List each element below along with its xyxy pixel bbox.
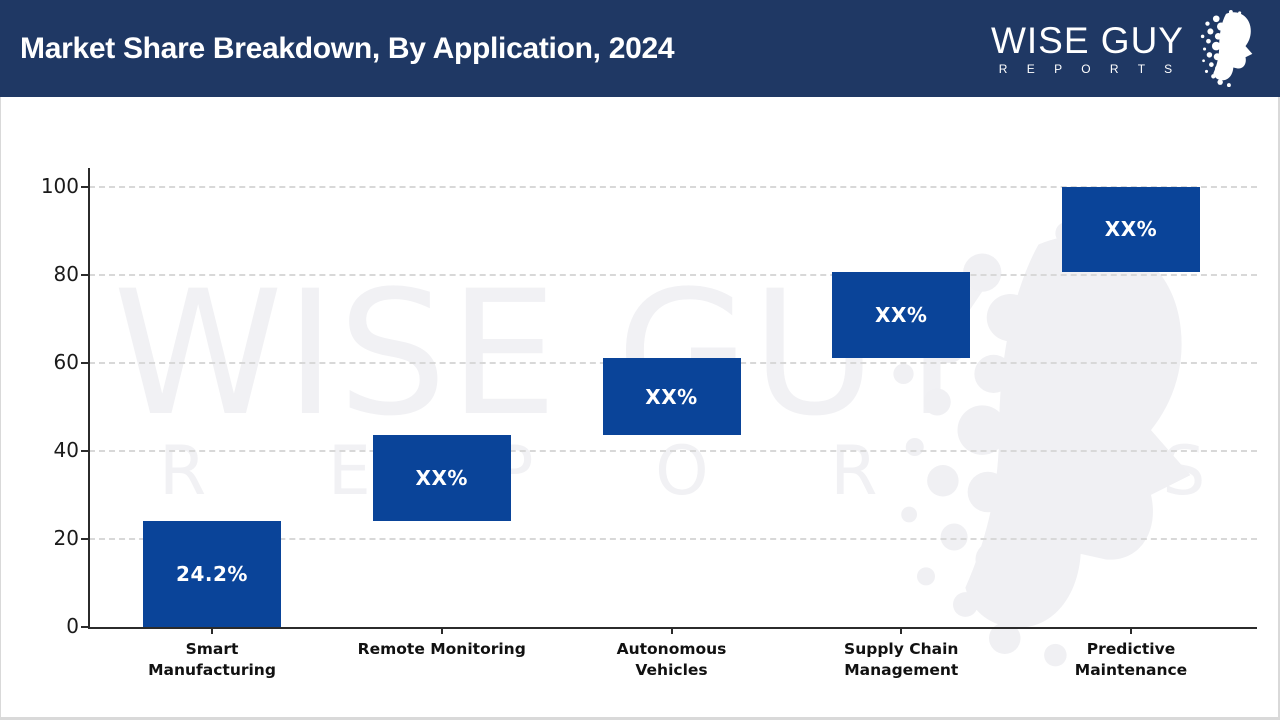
x-tick-autonomous-vehicles (670, 627, 673, 634)
category-label-supply-chain-management: Supply Chain Management (844, 640, 959, 679)
y-axis-line (88, 168, 90, 629)
y-tick-100 (81, 186, 89, 188)
x-tick-smart-manufacturing (211, 627, 213, 634)
bar-autonomous-vehicles: XX% (602, 358, 741, 436)
gridline-40 (89, 450, 1257, 452)
bar-value-label-remote-monitoring: XX% (415, 465, 468, 490)
y-tick-80 (81, 274, 89, 276)
y-tick-label-0: 0 (66, 614, 79, 638)
x-tick-remote-monitoring (440, 627, 443, 634)
brand-name: WISE GUY (990, 19, 1184, 61)
chart-card: WISE GUY R E P O R T S 0 20 40 60 80 100 24.2%… (0, 97, 1280, 720)
bar-value-label-autonomous-vehicles: XX% (645, 384, 698, 409)
brand-subtitle: R E P O R T S (998, 61, 1181, 76)
bar-smart-manufacturing: 24.2% (143, 520, 281, 627)
bar-value-label-smart-manufacturing: 24.2% (176, 561, 248, 586)
y-tick-label-100: 100 (40, 174, 79, 198)
y-tick-40 (81, 450, 89, 452)
y-tick-label-40: 40 (53, 438, 79, 462)
x-axis-line (88, 627, 1257, 629)
x-tick-predictive-maintenance (1130, 627, 1132, 634)
category-label-smart-manufacturing: Smart Manufacturing (148, 640, 276, 679)
y-tick-label-80: 80 (53, 262, 79, 286)
bar-supply-chain-management: XX% (832, 271, 971, 359)
brand-logo: WISE GUY R E P O R T S (991, 9, 1262, 88)
category-label-autonomous-vehicles: Autonomous Vehicles (616, 640, 727, 679)
bar-predictive-maintenance: XX% (1062, 187, 1200, 272)
gridline-80 (89, 274, 1257, 276)
y-tick-0 (81, 626, 89, 628)
page-title: Market Share Breakdown, By Application, … (20, 31, 675, 65)
bar-value-label-supply-chain-management: XX% (875, 303, 928, 328)
wiseguy-face-icon (1200, 9, 1253, 87)
x-tick-supply-chain-management (900, 627, 903, 634)
brand-wordmark: WISE GUY R E P O R T S (991, 22, 1184, 76)
bar-value-label-predictive-maintenance: XX% (1104, 217, 1158, 242)
y-tick-label-60: 60 (53, 350, 79, 374)
y-tick-label-20: 20 (53, 526, 79, 550)
category-label-predictive-maintenance: Predictive Maintenance (1074, 640, 1188, 679)
header-bar: Market Share Breakdown, By Application, … (0, 0, 1280, 97)
y-tick-60 (81, 362, 89, 364)
category-label-remote-monitoring: Remote Monitoring (357, 640, 526, 658)
bar-remote-monitoring: XX% (372, 435, 511, 521)
y-tick-20 (81, 538, 89, 540)
gridline-20 (89, 538, 1257, 540)
gridline-100 (89, 186, 1257, 188)
